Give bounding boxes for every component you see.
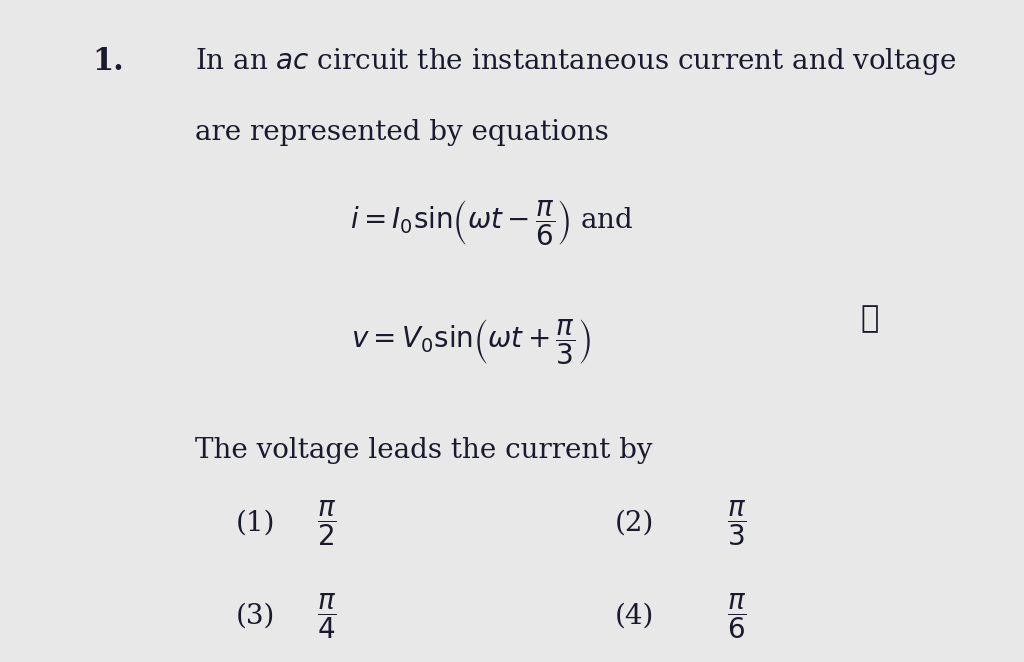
Text: $\dfrac{\pi}{3}$: $\dfrac{\pi}{3}$	[727, 498, 746, 548]
Text: 1.: 1.	[92, 46, 124, 77]
Text: In an $ac$ circuit the instantaneous current and voltage: In an $ac$ circuit the instantaneous cur…	[195, 46, 955, 77]
Text: $v = V_0 \sin\!\left(\omega t + \dfrac{\pi}{3}\right)$: $v = V_0 \sin\!\left(\omega t + \dfrac{\…	[351, 318, 591, 367]
Text: The voltage leads the current by: The voltage leads the current by	[195, 437, 652, 464]
Text: (1): (1)	[236, 510, 275, 536]
Text: 🖖: 🖖	[860, 305, 879, 334]
Text: $\dfrac{\pi}{6}$: $\dfrac{\pi}{6}$	[727, 591, 746, 641]
Text: $\dfrac{\pi}{2}$: $\dfrac{\pi}{2}$	[317, 498, 337, 548]
Text: $\dfrac{\pi}{4}$: $\dfrac{\pi}{4}$	[317, 591, 337, 641]
Text: $i = I_0 \sin\!\left(\omega t - \dfrac{\pi}{6}\right)$ and: $i = I_0 \sin\!\left(\omega t - \dfrac{\…	[350, 199, 633, 248]
Text: (3): (3)	[236, 602, 274, 629]
Text: (2): (2)	[614, 510, 653, 536]
Text: are represented by equations: are represented by equations	[195, 119, 608, 146]
Text: (4): (4)	[614, 602, 653, 629]
